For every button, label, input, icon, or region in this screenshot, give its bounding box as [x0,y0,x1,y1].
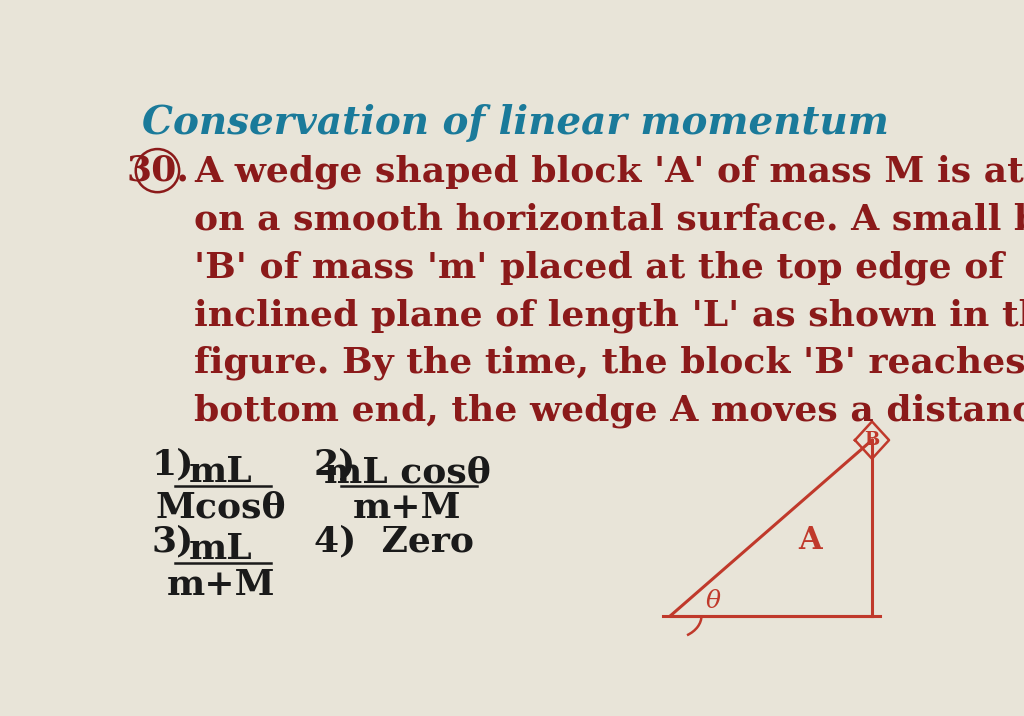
Text: Conservation of linear momentum: Conservation of linear momentum [142,104,889,142]
Text: θ: θ [706,590,721,614]
Text: m+M: m+M [352,491,462,525]
Text: 3): 3) [152,525,194,558]
Text: figure. By the time, the block 'B' reaches the: figure. By the time, the block 'B' reach… [194,346,1024,380]
Text: Mcosθ: Mcosθ [156,491,287,525]
Text: A: A [798,525,822,556]
Text: A wedge shaped block 'A' of mass M is at rest: A wedge shaped block 'A' of mass M is at… [194,155,1024,190]
Text: 4)  Zero: 4) Zero [314,525,474,558]
Text: mL: mL [189,533,253,566]
Text: bottom end, the wedge A moves a distance of: bottom end, the wedge A moves a distance… [194,394,1024,428]
Text: 2): 2) [314,448,356,482]
Text: B: B [864,431,880,449]
Text: 'B' of mass 'm' placed at the top edge of: 'B' of mass 'm' placed at the top edge o… [194,251,1004,285]
Text: 30.: 30. [126,154,188,188]
Text: m+M: m+M [167,568,275,602]
Text: mL cosθ: mL cosθ [324,455,490,490]
Text: mL: mL [189,455,253,490]
Text: 1): 1) [152,448,194,482]
Text: inclined plane of length 'L' as shown in the: inclined plane of length 'L' as shown in… [194,298,1024,333]
Polygon shape [855,422,889,459]
Text: on a smooth horizontal surface. A small block: on a smooth horizontal surface. A small … [194,203,1024,237]
